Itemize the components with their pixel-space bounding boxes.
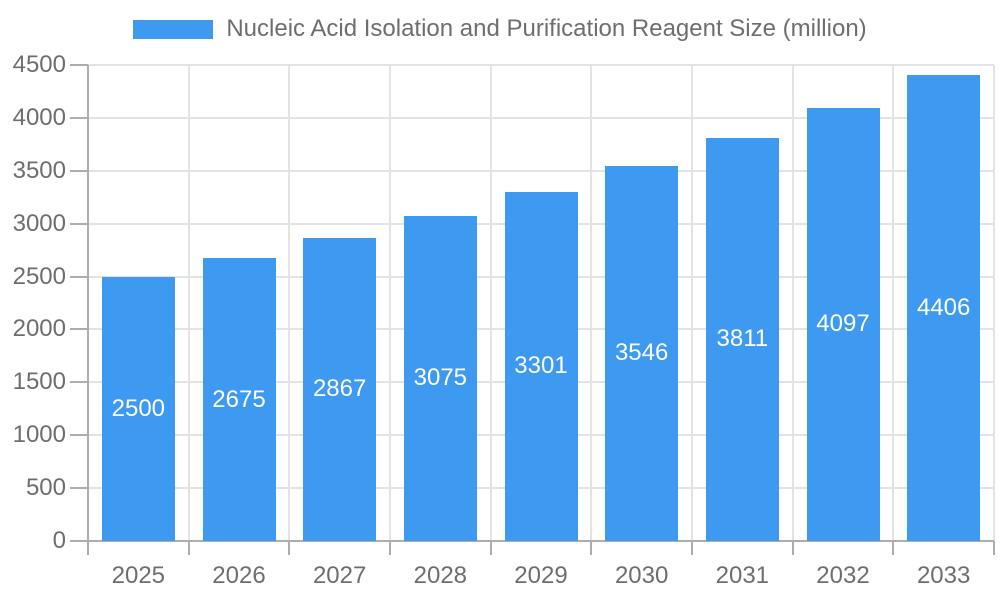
x-axis-label: 2028: [413, 562, 468, 589]
y-axis-tick: [70, 328, 88, 331]
x-axis-tick: [187, 541, 190, 555]
y-axis-label: 500: [25, 474, 66, 502]
y-axis-label: 3000: [12, 209, 66, 237]
gridline-vertical: [993, 65, 995, 541]
gridline-vertical: [288, 65, 291, 541]
bar[interactable]: 4097: [806, 107, 880, 541]
y-axis-tick: [70, 381, 88, 384]
bar-value-label: 3811: [716, 325, 769, 353]
gridline-vertical: [691, 65, 693, 541]
x-axis-tick: [691, 541, 693, 555]
y-axis-tick: [70, 222, 88, 225]
y-axis-tick: [70, 64, 88, 66]
x-axis-label: 2026: [212, 562, 266, 589]
bar-value-label: 4406: [916, 293, 971, 321]
y-axis-tick: [70, 487, 88, 490]
bar[interactable]: 3546: [605, 165, 679, 541]
y-axis-label: 4000: [12, 103, 66, 131]
gridline-vertical: [791, 65, 794, 541]
chart-legend[interactable]: Nucleic Acid Isolation and Purification …: [0, 14, 1000, 44]
y-axis-label: 4500: [12, 51, 66, 78]
x-axis-line: [70, 540, 994, 542]
y-axis-label: 1000: [12, 421, 66, 449]
bar[interactable]: 2500: [101, 276, 175, 541]
y-axis-tick: [70, 169, 88, 172]
y-axis-label: 2500: [12, 262, 66, 290]
gridline-vertical: [389, 65, 391, 541]
y-axis-tick: [70, 275, 88, 278]
x-axis-tick: [288, 541, 291, 555]
x-axis-label: 2027: [312, 562, 367, 589]
bar[interactable]: 2867: [303, 237, 377, 541]
gridline-vertical: [187, 65, 190, 541]
gridline-horizontal: [88, 169, 994, 172]
bar-value-label: 4097: [816, 310, 870, 338]
bar[interactable]: 3075: [403, 215, 477, 541]
bar[interactable]: 4406: [907, 74, 981, 541]
y-axis-line: [87, 65, 89, 555]
x-axis-label: 2025: [111, 562, 166, 589]
gridline-horizontal: [88, 116, 994, 119]
x-axis-tick: [993, 541, 995, 555]
y-axis-tick: [70, 434, 88, 437]
x-axis-tick: [892, 541, 895, 555]
x-axis-tick: [389, 541, 391, 555]
y-axis-label: 3500: [12, 156, 66, 184]
bar-value-label: 3075: [413, 364, 468, 392]
x-axis-label: 2032: [816, 562, 870, 589]
y-axis-label: 2000: [12, 315, 66, 343]
x-axis-label: 2031: [715, 562, 770, 589]
bar[interactable]: 2675: [202, 258, 276, 541]
gridline-horizontal: [88, 64, 994, 66]
x-axis-tick: [791, 541, 794, 555]
gridline-vertical: [489, 65, 492, 541]
bar-value-label: 3546: [614, 339, 669, 367]
bar-value-label: 2675: [212, 385, 266, 413]
x-axis-label: 2030: [614, 562, 669, 589]
legend-swatch: [133, 19, 214, 39]
gridline-vertical: [892, 65, 895, 541]
y-axis-label: 0: [52, 527, 66, 554]
bar-value-label: 2500: [111, 394, 166, 422]
x-axis-label: 2033: [916, 562, 971, 589]
y-axis-label: 1500: [12, 368, 66, 396]
bar-value-label: 3301: [514, 352, 568, 380]
y-axis-tick: [70, 116, 88, 119]
bar[interactable]: 3301: [504, 191, 578, 541]
x-axis-tick: [489, 541, 492, 555]
legend-label: Nucleic Acid Isolation and Purification …: [226, 15, 867, 42]
x-axis-tick: [590, 541, 593, 555]
bar-value-label: 2867: [312, 375, 367, 403]
bar[interactable]: 3811: [705, 137, 779, 541]
x-axis-label: 2029: [514, 562, 568, 589]
gridline-vertical: [590, 65, 593, 541]
